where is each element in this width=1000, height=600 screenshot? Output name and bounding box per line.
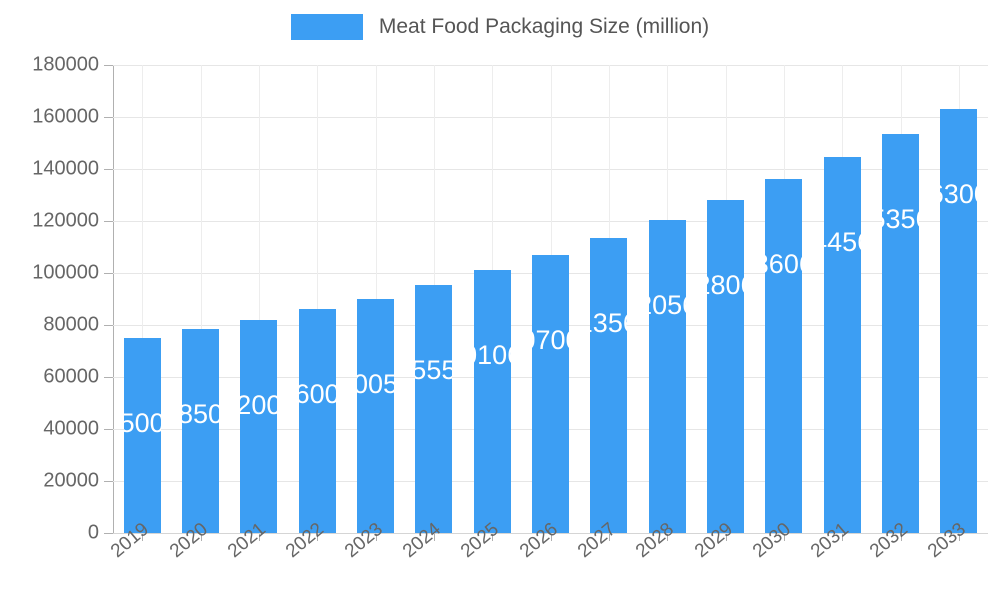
- y-axis-tick-label: 120000: [32, 209, 99, 232]
- bar-value-label: 86000: [298, 379, 336, 410]
- x-axis-tick-mark: [376, 534, 377, 541]
- vertical-gridline: [142, 65, 143, 533]
- x-axis-tick-mark: [259, 534, 260, 541]
- bar[interactable]: 90050: [357, 298, 394, 533]
- y-axis-tick-label: 0: [87, 521, 99, 544]
- vertical-gridline: [259, 65, 260, 533]
- bar-slot: 107000: [532, 65, 569, 533]
- bar[interactable]: 153560: [882, 133, 919, 533]
- bar-slot: 78500: [182, 65, 219, 533]
- x-axis-tick-mark: [201, 534, 202, 541]
- bar-slot: 90050: [357, 65, 394, 533]
- bar[interactable]: 95550: [415, 284, 453, 533]
- gridline: [113, 117, 988, 118]
- bar-slot: 120560: [648, 65, 686, 533]
- y-axis-tick-mark: [104, 221, 113, 222]
- y-axis-tick-label: 20000: [43, 469, 99, 492]
- y-axis-tick-mark: [104, 377, 113, 378]
- x-axis-tick-mark: [551, 534, 552, 541]
- bar[interactable]: 136060: [765, 179, 803, 533]
- x-axis-tick-mark: [784, 534, 785, 541]
- bar[interactable]: 107000: [532, 254, 569, 533]
- x-axis-tick-mark: [667, 534, 668, 541]
- bar-value-label: 78500: [182, 398, 219, 429]
- bar-slot: 128060: [707, 65, 744, 533]
- y-axis-tick-label: 100000: [32, 261, 99, 284]
- vertical-gridline: [317, 65, 318, 533]
- bar-value-label: 128060: [707, 270, 744, 301]
- x-axis-tick-mark: [142, 534, 143, 541]
- bar-slot: 144560: [823, 65, 861, 533]
- bar-value-label: 136060: [765, 249, 802, 280]
- y-axis-tick-label: 60000: [43, 365, 99, 388]
- legend-label: Meat Food Packaging Size (million): [378, 15, 710, 38]
- x-axis-tick-mark: [317, 534, 318, 541]
- bar-value-label: 163000: [940, 179, 977, 210]
- legend-color-swatch: [290, 14, 363, 40]
- bar-value-label: 107000: [532, 324, 569, 355]
- bar-slot: 75000: [123, 65, 161, 533]
- bar[interactable]: 101060: [473, 270, 511, 533]
- bar-slot: 153560: [882, 65, 919, 533]
- bar[interactable]: 128060: [707, 200, 744, 533]
- bar-value-label: 101060: [474, 340, 511, 371]
- y-axis-tick-label: 180000: [32, 53, 99, 76]
- x-axis-tick-mark: [959, 534, 960, 541]
- bar-slot: 136060: [765, 65, 803, 533]
- bar[interactable]: 82000: [240, 319, 278, 533]
- y-axis-tick-mark: [104, 325, 113, 326]
- bar[interactable]: 120560: [648, 219, 686, 533]
- bar[interactable]: 78500: [182, 328, 219, 533]
- bar[interactable]: 75000: [123, 338, 161, 533]
- bar[interactable]: 86000: [298, 309, 336, 533]
- bar-value-label: 120560: [649, 289, 686, 320]
- x-axis-tick-mark: [842, 534, 843, 541]
- bar-value-label: 82000: [240, 389, 278, 420]
- y-axis-tick-mark: [104, 429, 113, 430]
- vertical-gridline: [201, 65, 202, 533]
- bar[interactable]: 113560: [590, 237, 628, 533]
- bar-value-label: 90050: [357, 368, 394, 399]
- bar-slot: 82000: [240, 65, 278, 533]
- x-axis-tick-mark: [726, 534, 727, 541]
- x-axis-tick-mark: [492, 534, 493, 541]
- y-axis-tick-mark: [104, 533, 113, 534]
- bar-value-label: 95550: [415, 354, 453, 385]
- gridline: [113, 65, 988, 66]
- y-axis-tick-mark: [104, 169, 113, 170]
- bar-value-label: 153560: [882, 203, 919, 234]
- y-axis-tick-label: 140000: [32, 157, 99, 180]
- bar-slot: 113560: [590, 65, 628, 533]
- gridline: [113, 169, 988, 170]
- bar[interactable]: 163000: [940, 109, 978, 533]
- x-axis-tick-mark: [901, 534, 902, 541]
- y-axis-line: [113, 65, 114, 534]
- x-axis-tick-mark: [609, 534, 610, 541]
- y-axis-tick-label: 160000: [32, 105, 99, 128]
- bar-value-label: 144560: [824, 227, 861, 258]
- y-axis-tick-mark: [104, 273, 113, 274]
- x-axis-tick-mark: [434, 534, 435, 541]
- bar[interactable]: 144560: [823, 157, 861, 533]
- bar-value-label: 75000: [123, 408, 161, 438]
- y-axis-tick-label: 80000: [43, 313, 99, 336]
- plot-area: 75000 78500 82000 86000 90050 95550 101060 1070…: [113, 65, 988, 534]
- gridline: [113, 533, 988, 534]
- bar-value-label: 113560: [590, 307, 627, 338]
- bar-slot: 163000: [940, 65, 978, 533]
- y-axis-tick-mark: [104, 65, 113, 66]
- bar-slot: 95550: [415, 65, 453, 533]
- y-axis-tick-mark: [104, 117, 113, 118]
- bar-slot: 101060: [473, 65, 511, 533]
- y-axis-tick-label: 40000: [43, 417, 99, 440]
- gridline: [113, 221, 988, 222]
- y-axis-tick-mark: [104, 481, 113, 482]
- chart-legend: Meat Food Packaging Size (million): [0, 14, 1000, 40]
- bar-slot: 86000: [298, 65, 336, 533]
